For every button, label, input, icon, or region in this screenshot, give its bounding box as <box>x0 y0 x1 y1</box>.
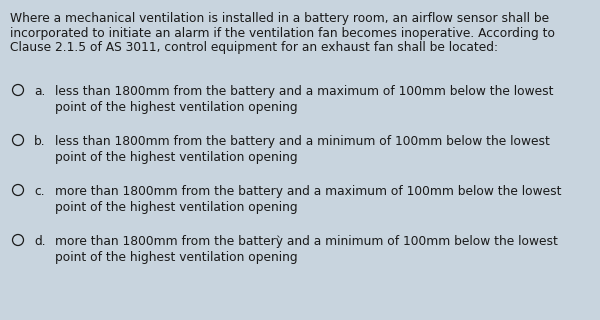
Text: d.: d. <box>34 235 46 248</box>
Text: incorporated to initiate an alarm if the ventilation fan becomes inoperative. Ac: incorporated to initiate an alarm if the… <box>10 27 555 39</box>
Text: less than 1800mm from the battery and a maximum of 100mm below the lowest: less than 1800mm from the battery and a … <box>55 85 554 98</box>
Text: Where a mechanical ventilation is installed in a battery room, an airflow sensor: Where a mechanical ventilation is instal… <box>10 12 549 25</box>
Text: point of the highest ventilation opening: point of the highest ventilation opening <box>55 251 298 263</box>
Text: less than 1800mm from the battery and a minimum of 100mm below the lowest: less than 1800mm from the battery and a … <box>55 135 550 148</box>
Text: Clause 2.1.5 of AS 3011, control equipment for an exhaust fan shall be located:: Clause 2.1.5 of AS 3011, control equipme… <box>10 41 498 54</box>
Text: point of the highest ventilation opening: point of the highest ventilation opening <box>55 100 298 114</box>
Text: a.: a. <box>34 85 46 98</box>
Text: more than 1800mm from the batterỳ and a minimum of 100mm below the lowest: more than 1800mm from the batterỳ and a … <box>55 235 558 248</box>
Text: point of the highest ventilation opening: point of the highest ventilation opening <box>55 201 298 213</box>
Text: b.: b. <box>34 135 46 148</box>
Text: more than 1800mm from the battery and a maximum of 100mm below the lowest: more than 1800mm from the battery and a … <box>55 185 562 198</box>
Text: point of the highest ventilation opening: point of the highest ventilation opening <box>55 150 298 164</box>
Text: c.: c. <box>34 185 44 198</box>
